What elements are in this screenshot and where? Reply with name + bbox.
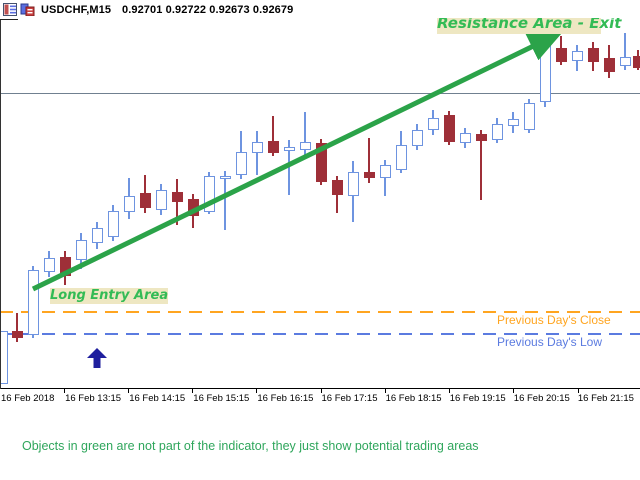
candle-body	[523, 103, 535, 130]
axis-time-label: 16 Feb 18:15	[385, 393, 442, 404]
candle-body	[347, 172, 359, 196]
previous-day-close-line	[0, 311, 640, 313]
candle-body	[507, 119, 519, 126]
candle-body	[299, 142, 311, 150]
resistance-area-annotation: Resistance Area - Exit	[437, 13, 622, 34]
axis-tick	[63, 389, 65, 393]
axis-tick	[320, 389, 322, 393]
candle-body	[0, 331, 8, 384]
candle-wick	[224, 171, 226, 230]
time-axis-line	[0, 388, 640, 389]
candle-wick	[624, 33, 626, 70]
candle-wick	[176, 179, 178, 225]
candle-body	[571, 51, 583, 61]
candle-body	[155, 190, 167, 210]
axis-time-label: 16 Feb 14:15	[129, 393, 186, 404]
candle-body	[251, 142, 263, 153]
chart-top-border-segment	[0, 19, 18, 20]
previous-day-low-label: Previous Day's Low	[497, 335, 602, 349]
candle-body	[443, 115, 455, 142]
axis-tick	[256, 389, 258, 393]
axis-time-label: 16 Feb 19:15	[449, 393, 506, 404]
candle-wick	[16, 313, 18, 342]
candle-body	[43, 258, 55, 272]
candle-body	[395, 145, 407, 170]
chart-header: USDCHF,M15 0.92701 0.92722 0.92673 0.926…	[0, 0, 640, 18]
axis-tick	[127, 389, 129, 393]
axis-time-label: 16 Feb 20:15	[513, 393, 570, 404]
candle-body	[363, 172, 375, 178]
candle-body	[75, 240, 87, 260]
candle-body	[619, 57, 631, 66]
candle-wick	[256, 131, 258, 175]
footer-caption: Objects in green are not part of the ind…	[22, 439, 479, 453]
candle-body	[379, 165, 391, 178]
candle-body	[331, 180, 343, 195]
candle-body	[539, 45, 551, 102]
candle-body	[459, 133, 471, 143]
candle-body	[235, 152, 247, 175]
axis-time-label: 16 Feb 17:15	[321, 393, 378, 404]
candle-body	[315, 143, 327, 182]
axis-tick	[577, 389, 579, 393]
candle-body	[283, 147, 295, 151]
candle-body	[11, 331, 23, 338]
candle-body	[491, 124, 503, 140]
candle-body	[171, 192, 183, 202]
previous-day-close-label: Previous Day's Close	[497, 313, 611, 327]
candle-body	[59, 257, 71, 276]
axis-tick	[192, 389, 193, 393]
axis-tick	[384, 389, 386, 393]
market-depth-icon	[20, 3, 35, 17]
symbol-timeframe-label: USDCHF,M15	[41, 4, 112, 16]
candle-body	[139, 193, 151, 208]
candle-body	[123, 196, 135, 212]
axis-time-label: 16 Feb 2018	[1, 393, 55, 404]
candle-body	[203, 176, 215, 212]
candle-body	[427, 118, 439, 130]
axis-time-label: 16 Feb 16:15	[257, 393, 314, 404]
candle-body	[91, 228, 103, 243]
long-entry-area-annotation: Long Entry Area	[50, 288, 169, 304]
candle-body	[411, 130, 423, 146]
axis-time-label: 16 Feb 13:15	[65, 393, 122, 404]
candle-body	[555, 48, 567, 62]
axis-time-label: 16 Feb 21:15	[577, 393, 634, 404]
candle-body	[632, 56, 640, 68]
chart-properties-icon	[3, 3, 17, 16]
axis-tick	[513, 389, 515, 393]
candle-body	[267, 141, 279, 153]
candle-body	[475, 134, 487, 141]
chart-left-border	[0, 19, 1, 389]
previous-day-low-line	[0, 333, 640, 335]
candle-body	[587, 48, 599, 62]
candle-body	[107, 211, 119, 237]
candle-body	[187, 199, 199, 216]
candle-body	[27, 270, 39, 335]
candle-body	[219, 176, 231, 179]
axis-time-label: 16 Feb 15:15	[193, 393, 250, 404]
axis-tick	[449, 389, 450, 393]
candle-body	[603, 58, 615, 72]
ohlc-quote-values: 0.92701 0.92722 0.92673 0.92679	[122, 4, 294, 16]
